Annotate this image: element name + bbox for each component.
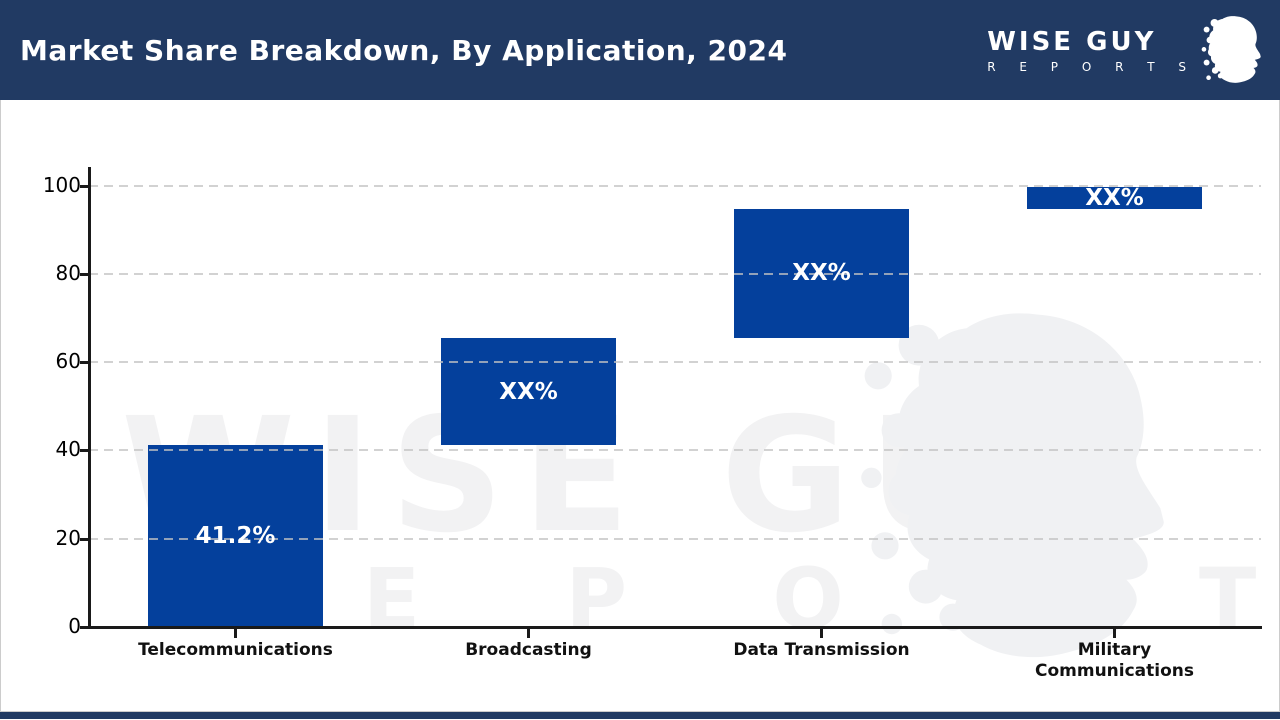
bars-layer	[89, 168, 1261, 627]
footer-banner	[0, 712, 1280, 719]
x-tick-mark-data-transmission	[820, 629, 823, 638]
logo-text: WISE GUY R E P O R T S	[987, 27, 1196, 74]
x-tick-label-telecommunications: Telecommunications	[138, 640, 333, 660]
x-tick-mark-broadcasting	[527, 629, 530, 638]
y-tick-label-0: 0	[68, 614, 81, 638]
logo-wordmark: WISE GUY	[987, 26, 1157, 57]
header-banner: Market Share Breakdown, By Application, …	[0, 0, 1280, 100]
y-tick-mark-80	[80, 272, 89, 276]
bar-data-transmission	[734, 208, 909, 339]
watermark-head-profile	[861, 313, 1164, 658]
bar-military-communications	[1027, 187, 1202, 209]
y-tick-label-80: 80	[55, 260, 81, 285]
x-tick-mark-telecommunications	[234, 629, 237, 638]
y-tick-label-60: 60	[55, 349, 81, 374]
page-title: Market Share Breakdown, By Application, …	[20, 33, 788, 67]
x-tick-label-data-transmission: Data Transmission	[733, 640, 910, 660]
y-tick-mark-60	[80, 361, 89, 365]
y-tick-label-40: 40	[55, 437, 81, 462]
x-axis-line	[88, 626, 1262, 629]
x-tick-label-military-communications: Military Communications	[1034, 640, 1195, 682]
y-tick-mark-0	[80, 626, 89, 629]
y-tick-mark-20	[80, 537, 89, 541]
plot-area: 41.2% XX% XX% XX%	[89, 168, 1261, 627]
bar-telecommunications	[148, 445, 323, 627]
x-tick-label-broadcasting: Broadcasting	[465, 640, 592, 660]
x-tick-mark-military-communications	[1113, 629, 1116, 638]
y-tick-label-20: 20	[55, 525, 81, 550]
y-axis-line	[88, 167, 91, 629]
chart-canvas: WISE GUY R E P O R T S 41.2%XX%XX%XX% 02…	[0, 100, 1280, 712]
y-tick-label-100: 100	[42, 172, 81, 197]
logo-subtitle: R E P O R T S	[987, 59, 1196, 74]
y-tick-mark-40	[80, 449, 89, 453]
bar-broadcasting	[441, 338, 616, 446]
y-tick-mark-100	[80, 184, 89, 188]
wise-guy-logo: WISE GUY R E P O R T S	[987, 10, 1266, 90]
logo-head-profile-icon	[1201, 16, 1261, 83]
